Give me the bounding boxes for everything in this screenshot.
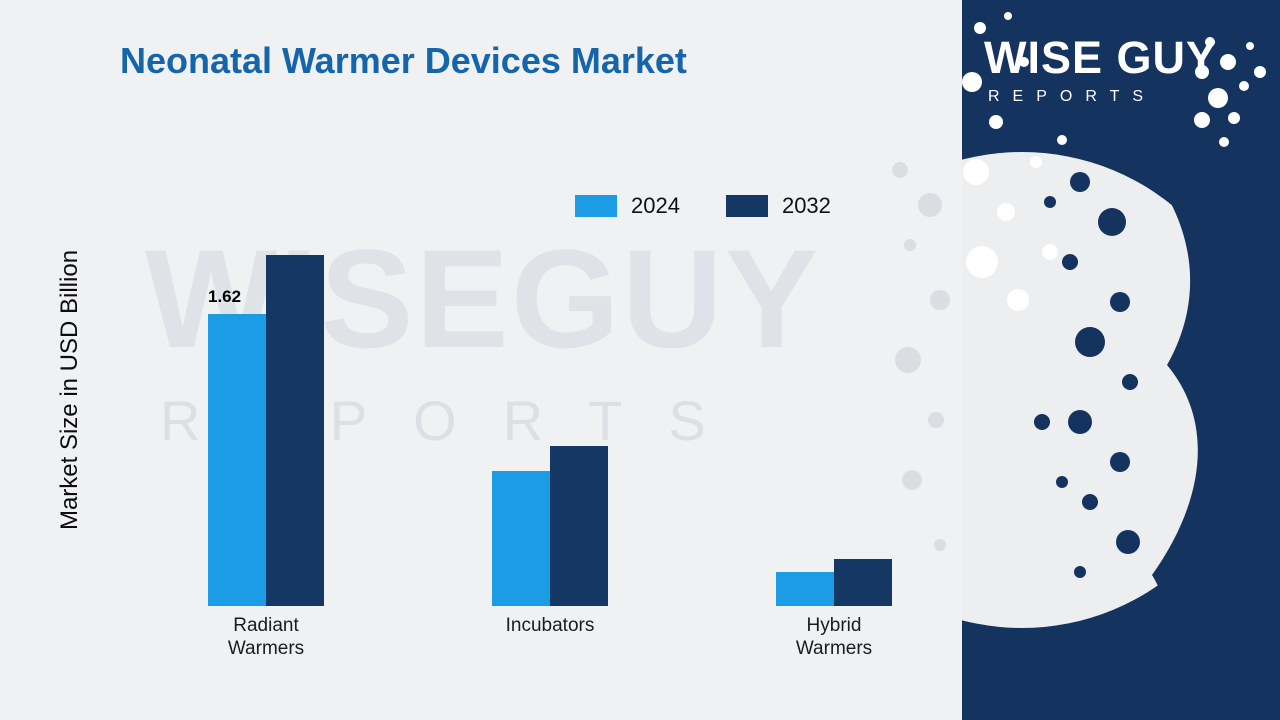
logo-wordmark: WISE GUY — [984, 32, 1218, 83]
legend-swatch-2032 — [725, 195, 768, 217]
bar-2024 — [492, 470, 550, 606]
bar-group: Incubators — [484, 226, 616, 660]
legend: 2024 2032 — [575, 193, 831, 219]
category-label: Hybrid Warmers — [795, 614, 873, 659]
bar-pair: 1.62 — [208, 226, 324, 606]
bar-2024: 1.62 — [208, 287, 266, 606]
bar-pair — [492, 226, 608, 606]
bar-2032 — [550, 445, 608, 606]
category-label: Radiant Warmers — [227, 614, 305, 659]
legend-item-2024: 2024 — [575, 193, 680, 219]
decorative-dots-left-of-panel — [892, 162, 950, 551]
logo-subtitle: REPORTS — [988, 88, 1157, 105]
wise-guy-reports-logo: WISE GUY REPORTS — [984, 32, 1217, 106]
bar-group: 1.62 Radiant Warmers — [200, 226, 332, 660]
bar-2032 — [834, 558, 892, 606]
bar-2032 — [266, 254, 324, 606]
brand-face-graphic — [962, 12, 1280, 700]
legend-swatch-2024 — [575, 195, 617, 217]
bar-value-label: 1.62 — [208, 286, 242, 306]
bar-group: Hybrid Warmers — [768, 226, 900, 660]
bar-groups: 1.62 Radiant Warmers Incubators Hybrid Warm… — [200, 226, 900, 660]
legend-item-2032: 2032 — [725, 193, 831, 219]
legend-label-2032: 2032 — [781, 193, 831, 218]
bar-2024 — [776, 571, 834, 606]
category-label: Incubators — [505, 614, 595, 636]
bar-pair — [776, 226, 892, 606]
brand-panel: WISE GUY REPORTS — [962, 0, 1280, 720]
y-axis-label: Market Size in USD Billion — [56, 249, 83, 531]
legend-label-2024: 2024 — [631, 193, 680, 218]
page-title: Neonatal Warmer Devices Market — [120, 40, 687, 81]
